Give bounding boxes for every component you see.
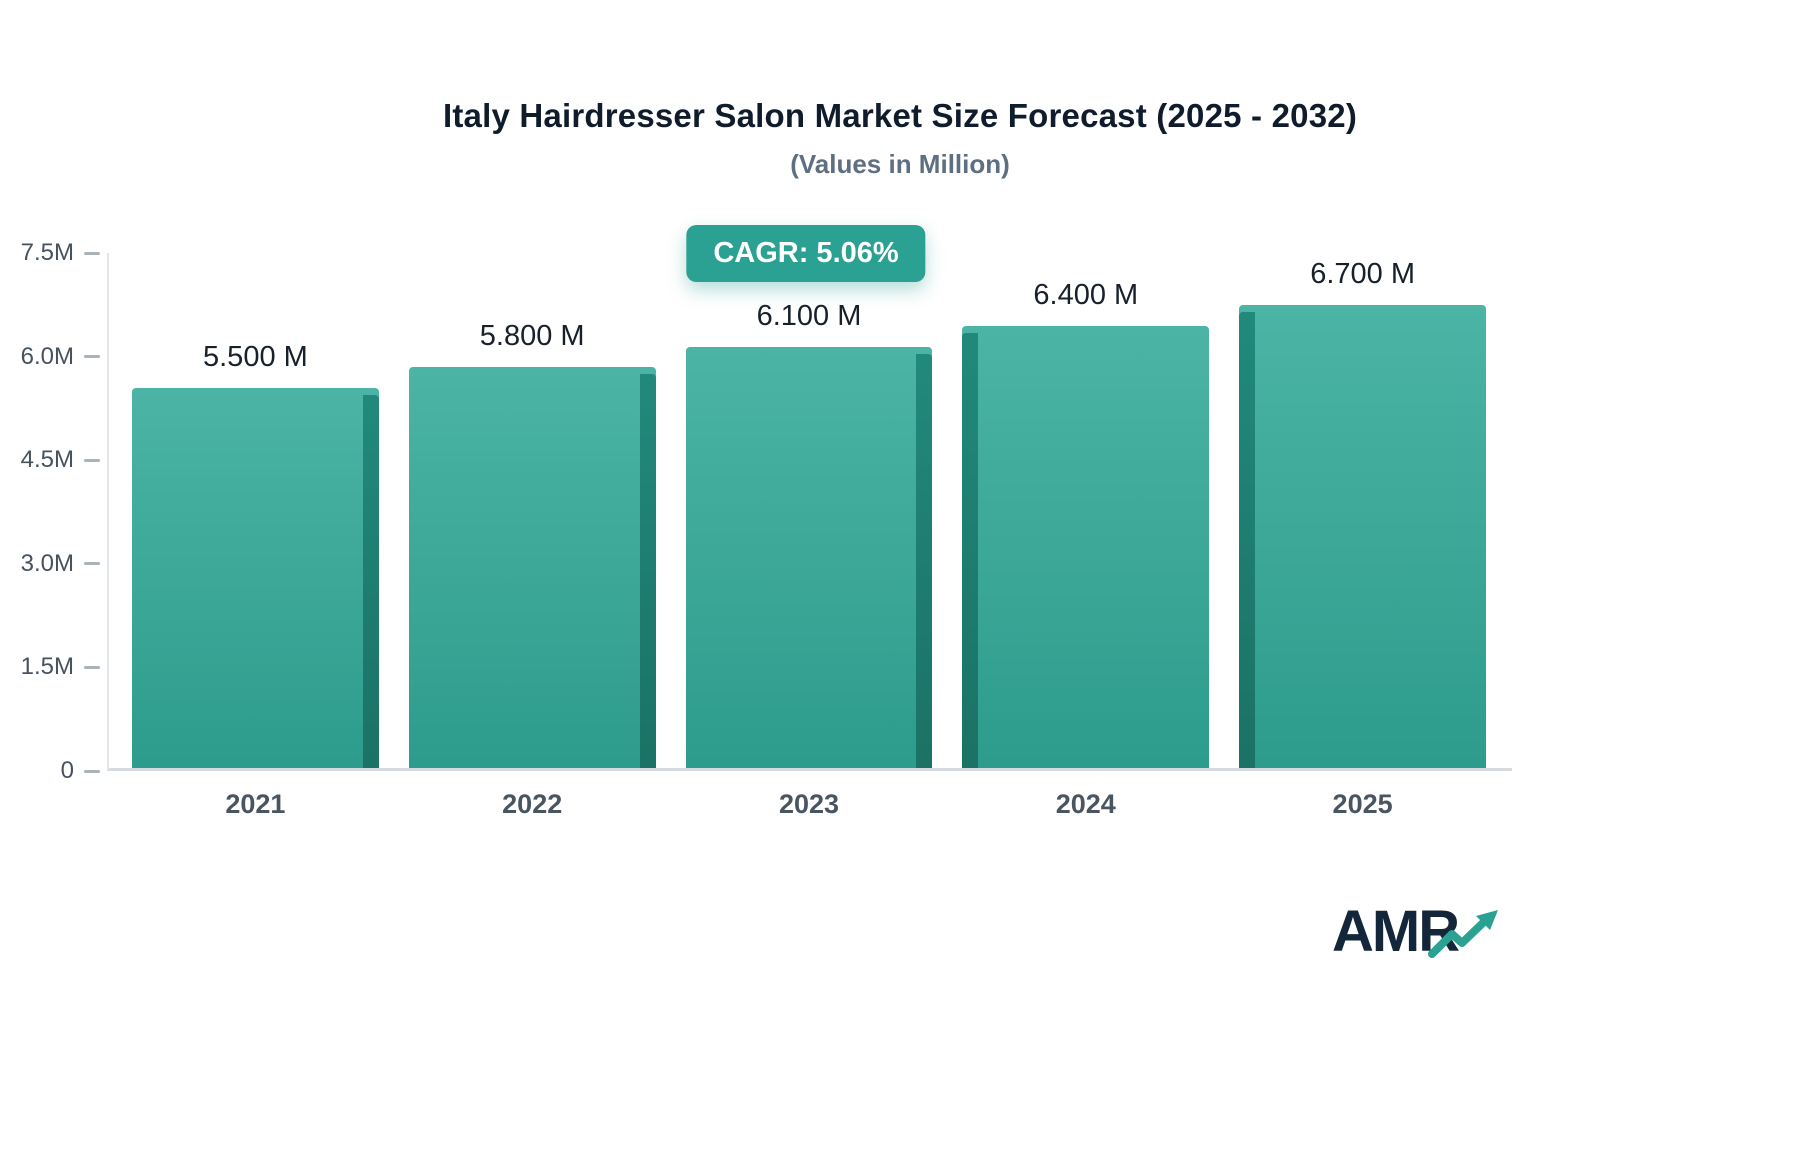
bar-column: 5.500 M 2021 <box>132 253 379 819</box>
x-tick-label: 2022 <box>502 789 563 819</box>
bar-value-label: 6.400 M <box>1033 278 1139 311</box>
bar-column: 5.800 M 2022 <box>408 253 656 819</box>
trending-up-arrow-icon <box>1428 909 1499 958</box>
bar-value-label: 6.100 M <box>756 299 862 332</box>
chart-subtitle: (Values in Million) <box>790 149 1010 179</box>
x-tick-label: 2023 <box>778 789 840 819</box>
bar-value-label: 5.500 M <box>203 341 308 374</box>
bar-value-label: 5.800 M <box>479 320 585 353</box>
y-tick-label: 4.5M <box>20 446 74 474</box>
bar-column: 6.700 M 2025 <box>1239 253 1486 819</box>
bar <box>132 388 379 768</box>
bar-column: 6.400 M 2024 <box>962 253 1210 819</box>
cagr-badge: CAGR: 5.06% <box>686 225 926 282</box>
y-tick: 4.5M <box>21 446 107 474</box>
y-tick: 3.0M <box>21 550 107 578</box>
y-axis: 7.5M 6.0M 4.5M 3.0M 1.5M 0 <box>0 239 107 784</box>
y-tick-label: 0 <box>60 757 74 784</box>
bar-value-label: 6.700 M <box>1310 258 1415 291</box>
y-tick-label: 6.0M <box>20 342 74 370</box>
x-tick-label: 2025 <box>1332 789 1393 819</box>
amr-logo: AMR <box>1332 898 1502 965</box>
y-tick-label: 7.5M <box>20 239 74 266</box>
y-tick-mark-icon <box>84 562 100 566</box>
y-tick: 1.5M <box>21 653 107 681</box>
y-tick: 6.0M <box>21 343 107 371</box>
y-tick-mark-icon <box>84 458 100 462</box>
x-tick-label: 2021 <box>225 789 286 819</box>
bar-column: 6.100 M 2023 <box>685 253 933 819</box>
y-tick-mark-icon <box>84 769 100 773</box>
y-tick: 7.5M <box>21 239 107 267</box>
bar <box>962 325 1210 769</box>
y-tick-label: 3.0M <box>20 549 74 577</box>
chart-plot-wrapper: 7.5M 6.0M 4.5M 3.0M 1.5M 0 5.500 M 2021 5.800 M… <box>0 239 1512 819</box>
bar <box>1239 305 1486 768</box>
amr-logo-text: AMR <box>1332 899 1460 964</box>
y-tick-mark-icon <box>84 355 100 359</box>
y-tick-mark-icon <box>84 665 100 669</box>
y-tick-label: 1.5M <box>20 653 74 681</box>
bar <box>685 346 933 769</box>
plot-area: 5.500 M 2021 5.800 M 2022 6.100 M 2023 6.400 M… <box>107 253 1512 819</box>
chart-title: Italy Hairdresser Salon Market Size Fore… <box>442 97 1358 134</box>
bar <box>408 367 656 768</box>
y-tick: 0 <box>61 757 107 785</box>
x-tick-label: 2024 <box>1055 789 1116 819</box>
y-tick-mark-icon <box>84 251 100 255</box>
